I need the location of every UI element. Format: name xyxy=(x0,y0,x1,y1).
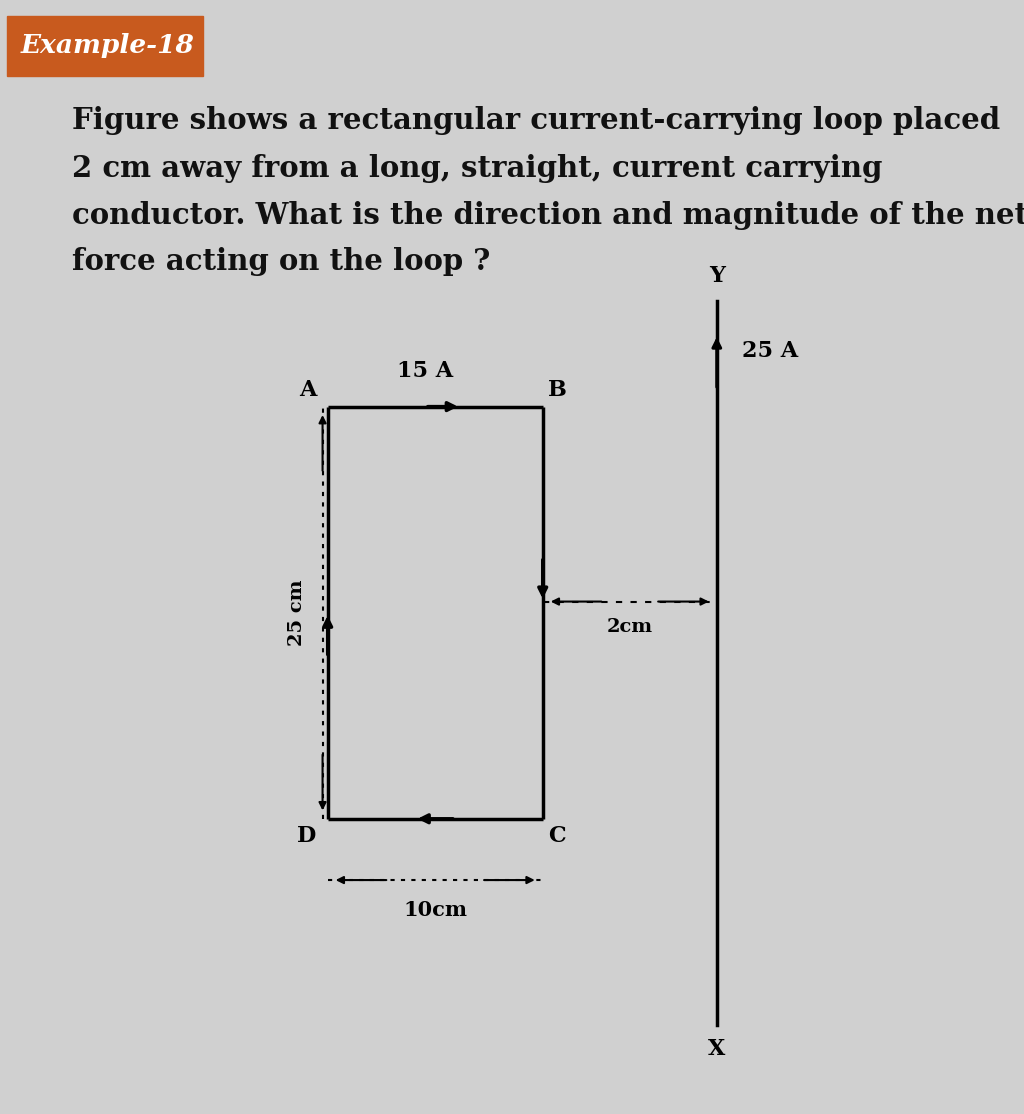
Text: X: X xyxy=(709,1038,725,1061)
Text: force acting on the loop ?: force acting on the loop ? xyxy=(72,247,489,276)
Text: Figure shows a rectangular current-carrying loop placed: Figure shows a rectangular current-carry… xyxy=(72,106,999,135)
Text: B: B xyxy=(548,379,567,401)
Text: Example-18: Example-18 xyxy=(20,33,195,58)
Text: 25 A: 25 A xyxy=(742,340,799,362)
Text: 25 cm: 25 cm xyxy=(288,579,306,646)
Text: 15 A: 15 A xyxy=(397,360,453,382)
FancyBboxPatch shape xyxy=(7,16,203,76)
Text: Y: Y xyxy=(709,265,725,287)
Text: 10cm: 10cm xyxy=(403,900,467,920)
Text: A: A xyxy=(299,379,316,401)
Text: 2cm: 2cm xyxy=(606,618,653,636)
Text: D: D xyxy=(297,824,316,847)
Text: conductor. What is the direction and magnitude of the net: conductor. What is the direction and mag… xyxy=(72,201,1024,229)
Text: C: C xyxy=(548,824,566,847)
Text: 2 cm away from a long, straight, current carrying: 2 cm away from a long, straight, current… xyxy=(72,154,882,183)
